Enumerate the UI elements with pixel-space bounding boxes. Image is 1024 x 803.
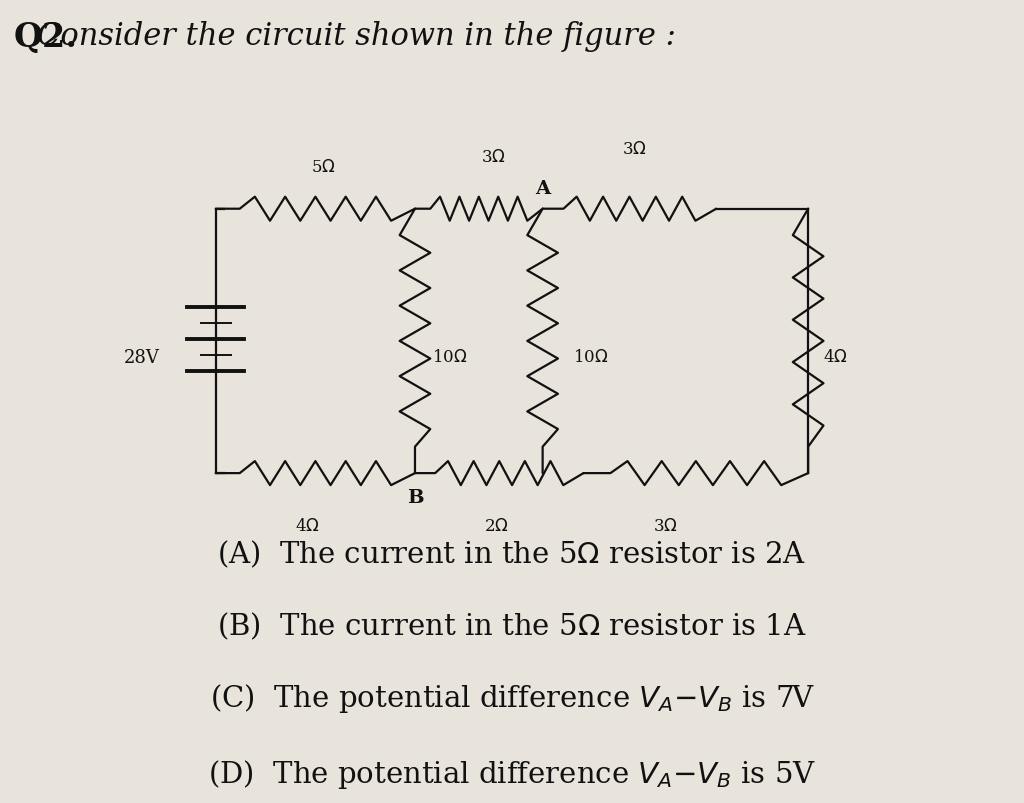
- Text: 10$\Omega$: 10$\Omega$: [573, 349, 608, 366]
- Text: 2$\Omega$: 2$\Omega$: [484, 517, 509, 535]
- Text: 4$\Omega$: 4$\Omega$: [295, 517, 321, 535]
- Text: (A)  The current in the 5$\Omega$ resistor is 2A: (A) The current in the 5$\Omega$ resisto…: [217, 538, 807, 569]
- Text: Q2.: Q2.: [13, 22, 78, 55]
- Text: A: A: [536, 179, 550, 198]
- Text: 3$\Omega$: 3$\Omega$: [623, 141, 647, 157]
- Text: (B)  The current in the 5$\Omega$ resistor is 1A: (B) The current in the 5$\Omega$ resisto…: [217, 610, 807, 642]
- Text: Consider the circuit shown in the figure :: Consider the circuit shown in the figure…: [37, 22, 676, 52]
- Text: 3$\Omega$: 3$\Omega$: [481, 149, 506, 165]
- Text: 4$\Omega$: 4$\Omega$: [823, 349, 848, 366]
- Text: 5$\Omega$: 5$\Omega$: [310, 159, 336, 176]
- Text: (C)  The potential difference $V_A$$-$$V_B$ is 7V: (C) The potential difference $V_A$$-$$V_…: [210, 681, 814, 714]
- Text: 3$\Omega$: 3$\Omega$: [653, 517, 678, 535]
- Text: B: B: [407, 488, 423, 506]
- Text: 28V: 28V: [124, 349, 160, 366]
- Text: (D)  The potential difference $V_A$$-$$V_B$ is 5V: (D) The potential difference $V_A$$-$$V_…: [208, 757, 816, 790]
- Text: 10$\Omega$: 10$\Omega$: [432, 349, 468, 366]
